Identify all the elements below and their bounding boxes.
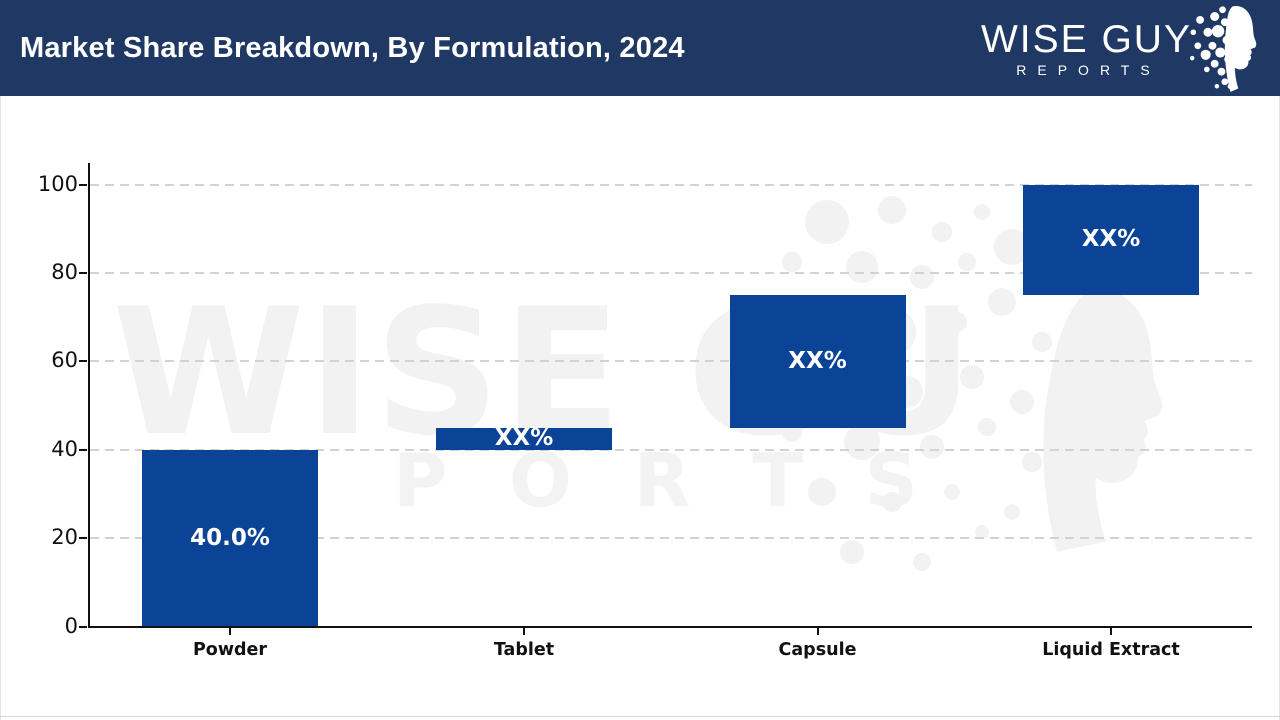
bottom-border — [0, 716, 1280, 717]
bar-powder: 40.0% — [142, 449, 318, 627]
bar-value-label: 40.0% — [190, 524, 270, 551]
x-tick — [229, 627, 231, 635]
bar-value-label: XX% — [788, 347, 847, 374]
gridline — [89, 360, 1252, 363]
y-tick-label: 0 — [64, 613, 78, 638]
y-tick — [79, 360, 87, 363]
wiseguy-logo: WISE GUY REPORTS — [981, 3, 1266, 93]
bar-value-label: XX% — [494, 425, 554, 452]
chart-title: Market Share Breakdown, By Formulation, … — [20, 31, 685, 64]
x-axis-label: Capsule — [778, 640, 857, 660]
logo-wordmark: WISE GUY REPORTS — [981, 20, 1192, 77]
y-tick — [79, 625, 87, 628]
y-tick-label: 60 — [51, 348, 78, 373]
logo-wordmark-line1: WISE GUY — [980, 17, 1192, 61]
x-axis-line — [87, 625, 1252, 628]
y-tick-label: 100 — [37, 171, 78, 196]
y-tick-label: 80 — [51, 259, 78, 284]
y-tick — [79, 537, 87, 540]
x-axis-label: Liquid Extract — [1042, 640, 1180, 660]
header-band: Market Share Breakdown, By Formulation, … — [0, 0, 1280, 96]
gridline — [89, 271, 1252, 274]
x-axis-label: Powder — [192, 640, 268, 660]
y-tick — [79, 448, 87, 451]
y-axis-line — [87, 163, 90, 628]
bar-tablet: XX% — [436, 425, 612, 452]
x-tick — [523, 627, 525, 635]
y-tick — [79, 183, 87, 186]
bar-liquid-extract: XX% — [1023, 184, 1199, 295]
bar-value-label: XX% — [1081, 226, 1141, 253]
x-axis-label: Tablet — [493, 640, 555, 660]
gridline — [89, 537, 1252, 540]
x-tick — [816, 627, 819, 635]
gridline — [89, 183, 1252, 186]
y-tick — [79, 271, 87, 274]
logo-face-icon — [1189, 5, 1257, 92]
x-tick — [1110, 627, 1112, 635]
logo-wordmark-line2: REPORTS — [1016, 61, 1161, 78]
y-tick-label: 40 — [51, 436, 78, 461]
y-tick-label: 20 — [51, 525, 78, 550]
bar-capsule: XX% — [729, 295, 906, 428]
gridline — [89, 448, 1252, 451]
